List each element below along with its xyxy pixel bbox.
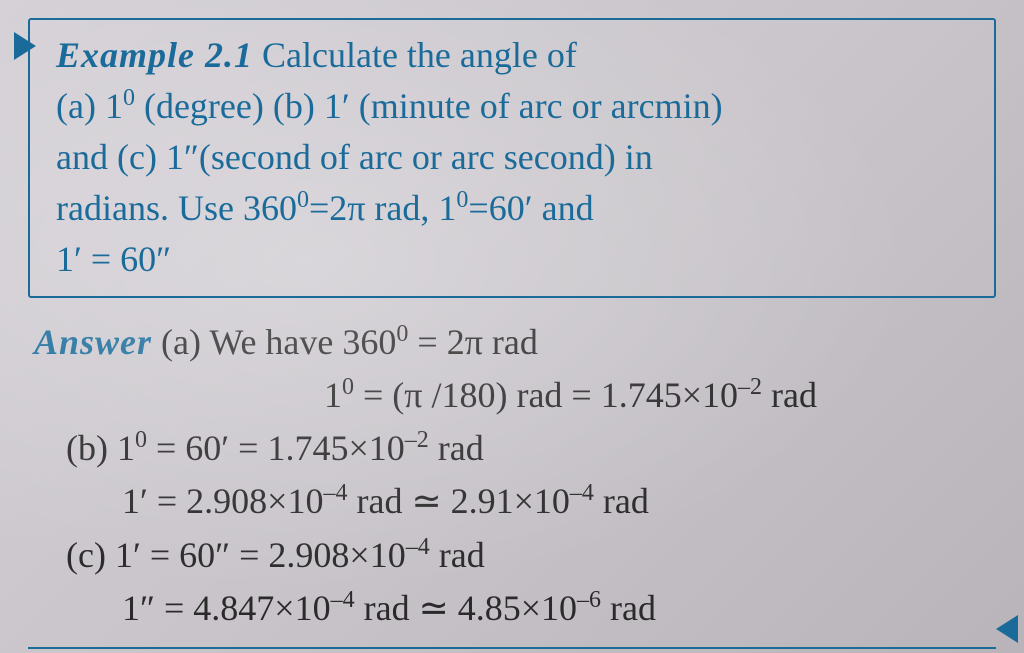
degree-sup: 0 [342, 374, 354, 400]
prompt-text-1: Calculate the angle of [253, 35, 577, 75]
exp-sup: –4 [331, 587, 355, 613]
prompt-text-2b: (degree) (b) 1′ (minute of arc or arcmin… [135, 86, 723, 126]
triangle-right-icon [996, 615, 1018, 643]
ans-c-1b: rad [430, 535, 485, 575]
prompt-text-3: and (c) 1″(second of arc or arc second) … [56, 132, 974, 183]
ans-b-1c: rad [429, 428, 484, 468]
example-box: Example 2.1 Calculate the angle of (a) 1… [28, 18, 996, 298]
ans-c-1a: (c) 1′ = 60″ = 2.908×10 [66, 535, 406, 575]
degree-sup: 0 [456, 187, 468, 213]
example-label: Example 2.1 [56, 35, 253, 75]
prompt-text-5: 1′ = 60″ [56, 234, 974, 285]
answer-body: Answer (a) We have 3600 = 2π rad 10 = (π… [34, 316, 996, 636]
ans-a-2b: = (π /180) rad = 1.745×10 [354, 375, 738, 415]
prompt-text-4a: radians. Use 360 [56, 188, 297, 228]
exp-sup: –6 [577, 587, 601, 613]
prompt-text-4c: =60′ and [468, 188, 593, 228]
bottom-rule [28, 647, 996, 649]
degree-sup: 0 [297, 187, 309, 213]
degree-sup: 0 [123, 85, 135, 111]
prompt-text-2a: (a) 1 [56, 86, 123, 126]
ans-c-2c: rad [601, 588, 656, 628]
ans-b-2b: rad ≃ 2.91×10 [347, 481, 569, 521]
ans-b-1b: = 60′ = 1.745×10 [147, 428, 405, 468]
exp-sup: –2 [738, 374, 762, 400]
ans-a-2c: rad [762, 375, 817, 415]
ans-b-2c: rad [594, 481, 649, 521]
exp-sup: –2 [405, 427, 429, 453]
answer-label: Answer [34, 322, 152, 362]
prompt-text-4b: =2π rad, 1 [309, 188, 456, 228]
degree-sup: 0 [396, 321, 408, 347]
ans-c-2b: rad ≃ 4.85×10 [355, 588, 577, 628]
ans-a-1a: (a) We have 360 [152, 322, 396, 362]
ans-a-2a: 1 [324, 375, 342, 415]
example-prompt: Example 2.1 Calculate the angle of (a) 1… [56, 30, 974, 286]
ans-c-2a: 1″ = 4.847×10 [122, 588, 331, 628]
ans-a-1b: = 2π rad [408, 322, 537, 362]
exp-sup: –4 [406, 534, 430, 560]
triangle-left-icon [14, 32, 36, 60]
exp-sup: –4 [323, 480, 347, 506]
ans-b-2a: 1′ = 2.908×10 [122, 481, 323, 521]
answer-section: Answer (a) We have 3600 = 2π rad 10 = (π… [28, 316, 996, 636]
ans-b-1a: (b) 1 [66, 428, 135, 468]
exp-sup: –4 [570, 480, 594, 506]
degree-sup: 0 [135, 427, 147, 453]
